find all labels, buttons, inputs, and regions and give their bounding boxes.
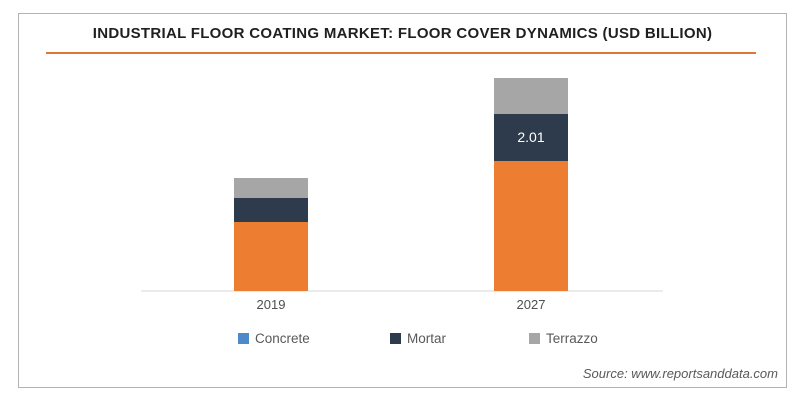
source-text: Source: www.reportsanddata.com: [582, 366, 778, 381]
legend-item-mortar: Mortar: [390, 331, 446, 346]
bar-data-label: 2.01: [517, 129, 545, 146]
bar-segment-mortar-2027: 2.01: [494, 113, 568, 161]
bar-segment-concrete-2019: [234, 222, 308, 291]
legend-label-terrazzo: Terrazzo: [546, 331, 598, 346]
bar-segment-terrazzo-2019: [234, 177, 308, 199]
legend-item-terrazzo: Terrazzo: [529, 331, 598, 346]
chart-title: INDUSTRIAL FLOOR COATING MARKET: FLOOR C…: [92, 25, 713, 42]
legend: Concrete Mortar Terrazzo: [19, 331, 786, 349]
legend-swatch-terrazzo: [529, 333, 540, 344]
legend-label-concrete: Concrete: [255, 331, 310, 346]
bar-segment-terrazzo-2027: [494, 77, 568, 114]
legend-item-concrete: Concrete: [238, 331, 310, 346]
legend-swatch-mortar: [390, 333, 401, 344]
bar-segment-mortar-2019: [234, 198, 308, 223]
x-tick-2019: 2019: [256, 297, 286, 312]
legend-swatch-concrete: [238, 333, 249, 344]
x-tick-2027: 2027: [516, 297, 546, 312]
plot-area: 2.01 2019 2027: [19, 14, 786, 387]
chart-frame: INDUSTRIAL FLOOR COATING MARKET: FLOOR C…: [18, 13, 787, 388]
x-axis-line: [141, 290, 663, 292]
bar-segment-concrete-2027: [494, 160, 568, 291]
title-underline: [46, 52, 756, 54]
legend-label-mortar: Mortar: [407, 331, 447, 346]
